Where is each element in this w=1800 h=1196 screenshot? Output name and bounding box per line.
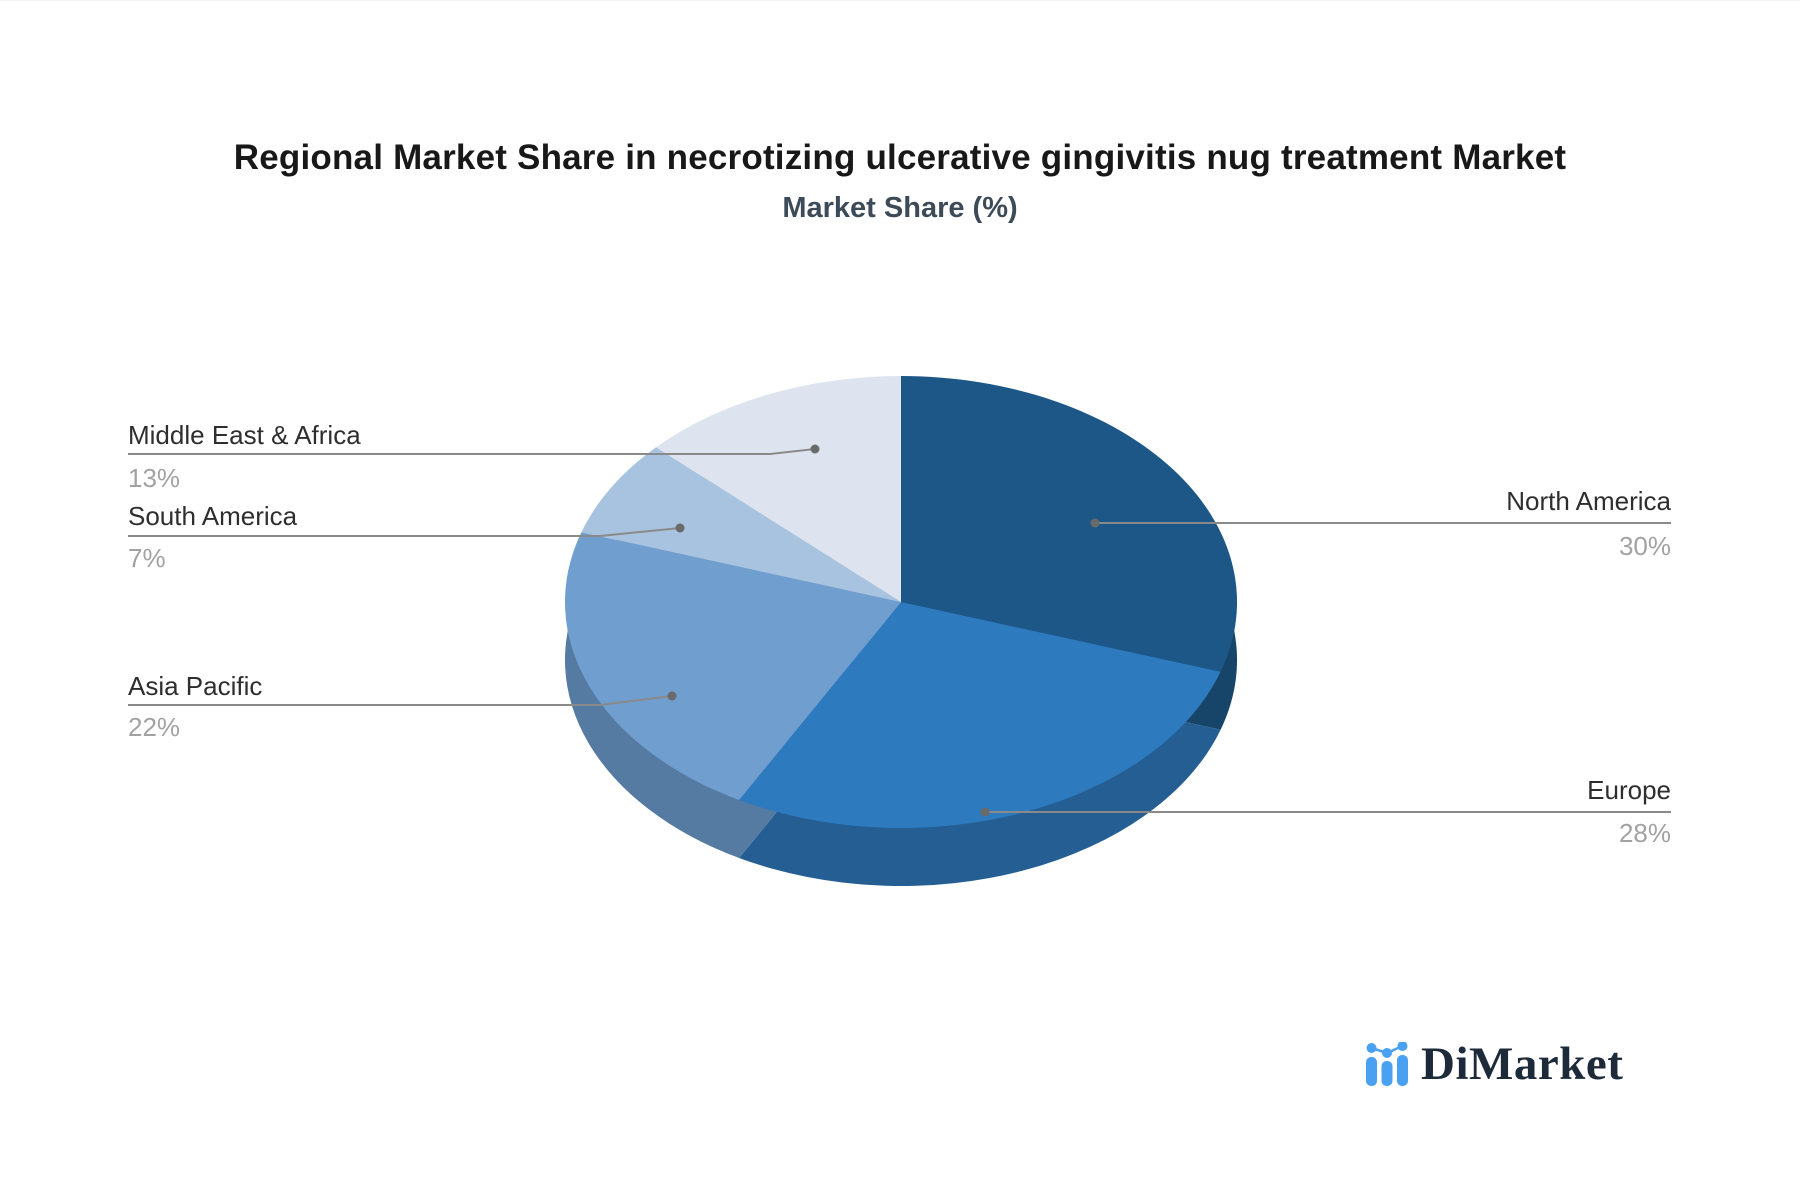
- pie-3d-layers: [564, 375, 1238, 886]
- chart-subtitle: Market Share (%): [782, 192, 1018, 224]
- page-top-border: [0, 0, 1800, 1]
- connector-middle-east-africa: [128, 448, 816, 455]
- connectors: [128, 444, 1671, 817]
- bar-line-chart-icon: [1366, 1042, 1408, 1086]
- dimarket-logo-text: DiMarket: [1421, 1038, 1624, 1090]
- pie-slice-north-america[interactable]: [901, 375, 1238, 672]
- connector-south-america: [128, 527, 681, 537]
- connector-dot-asia-pacific: [667, 691, 677, 701]
- slice-label-europe: Europe: [1587, 775, 1671, 805]
- slice-label-asia-pacific: Asia Pacific: [128, 671, 263, 701]
- pie-slice-europe[interactable]: [739, 602, 1221, 828]
- dimarket-logo: DiMarket: [1366, 1038, 1624, 1090]
- connector-dot-south-america: [675, 523, 685, 533]
- slice-label-south-america: South America: [128, 501, 298, 531]
- slice-label-middle-east-africa: Middle East & Africa: [128, 420, 361, 450]
- chart-title: Regional Market Share in necrotizing ulc…: [233, 138, 1567, 177]
- slice-pct-middle-east-africa: 13%: [128, 463, 181, 493]
- pie-slice-south-america[interactable]: [581, 447, 901, 602]
- connector-dot-europe: [980, 807, 990, 817]
- pie-slice-asia-pacific[interactable]: [564, 532, 901, 800]
- connector-asia-pacific: [128, 695, 673, 706]
- slice-pct-south-america: 7%: [128, 543, 166, 573]
- connector-dot-middle-east-africa: [810, 444, 820, 454]
- slice-pct-europe: 28%: [1618, 818, 1671, 848]
- slice-pct-asia-pacific: 22%: [128, 712, 181, 742]
- pie-slice-middle-east-africa[interactable]: [656, 376, 901, 602]
- slice-pct-north-america: 30%: [1618, 531, 1671, 561]
- connector-dot-north-america: [1090, 518, 1100, 528]
- slice-label-north-america: North America: [1506, 486, 1671, 516]
